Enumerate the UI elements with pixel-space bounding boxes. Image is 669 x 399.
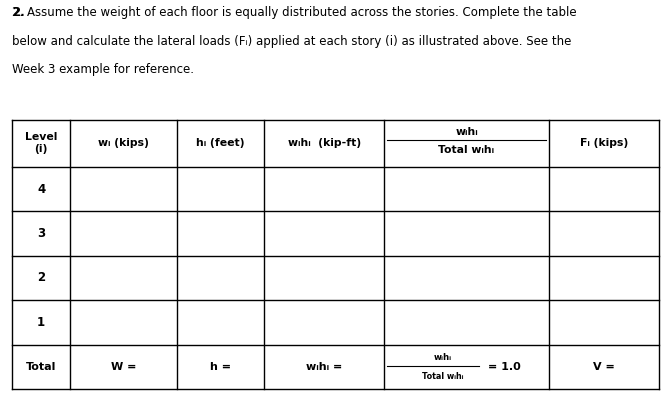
Text: W =: W = xyxy=(111,362,136,372)
Text: 4: 4 xyxy=(37,183,45,196)
Text: hᵢ (feet): hᵢ (feet) xyxy=(197,138,245,148)
Text: Total wᵢhᵢ: Total wᵢhᵢ xyxy=(422,372,464,381)
Text: 2. Assume the weight of each floor is equally distributed across the stories. Co: 2. Assume the weight of each floor is eq… xyxy=(12,6,577,19)
Text: Total wᵢhᵢ: Total wᵢhᵢ xyxy=(438,146,494,156)
Text: wᵢ (kips): wᵢ (kips) xyxy=(98,138,149,148)
Text: wᵢhᵢ  (kip-ft): wᵢhᵢ (kip-ft) xyxy=(288,138,361,148)
Text: = 1.0: = 1.0 xyxy=(488,362,521,372)
Text: 2.: 2. xyxy=(12,6,25,19)
Text: below and calculate the lateral loads (Fᵢ) applied at each story (i) as illustra: below and calculate the lateral loads (F… xyxy=(12,35,571,48)
Text: 1: 1 xyxy=(37,316,45,329)
Text: 3: 3 xyxy=(37,227,45,240)
Text: wᵢhᵢ: wᵢhᵢ xyxy=(434,353,452,362)
Text: Week 3 example for reference.: Week 3 example for reference. xyxy=(12,63,194,77)
Text: h =: h = xyxy=(210,362,231,372)
Text: Level
(i): Level (i) xyxy=(25,132,58,154)
Text: Fᵢ (kips): Fᵢ (kips) xyxy=(580,138,628,148)
Text: wᵢhᵢ =: wᵢhᵢ = xyxy=(306,362,343,372)
Text: wᵢhᵢ: wᵢhᵢ xyxy=(455,127,478,137)
Text: V =: V = xyxy=(593,362,615,372)
Text: Total: Total xyxy=(26,362,56,372)
Text: 2: 2 xyxy=(37,271,45,284)
